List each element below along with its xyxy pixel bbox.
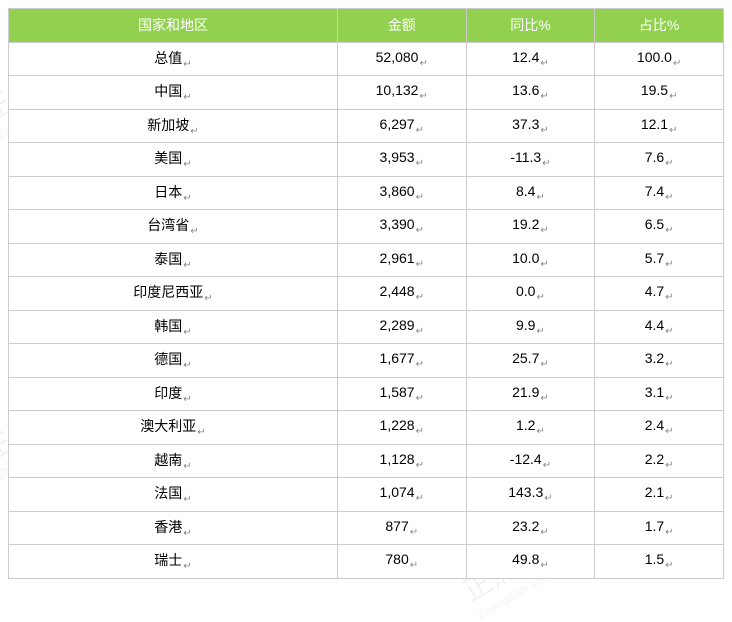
- cell-country: 德国↵: [9, 344, 338, 378]
- cell-share: 12.1↵: [595, 109, 724, 143]
- cell-amount: 3,860↵: [337, 176, 466, 210]
- table-row: 瑞士↵780↵49.8↵1.5↵: [9, 545, 724, 579]
- col-yoy-header: 同比%: [466, 9, 595, 43]
- cell-yoy: 1.2↵: [466, 411, 595, 445]
- cell-yoy: 0.0↵: [466, 277, 595, 311]
- cell-share: 2.1↵: [595, 478, 724, 512]
- cell-yoy: 12.4↵: [466, 42, 595, 76]
- col-share-header: 占比%: [595, 9, 724, 43]
- cell-share: 2.4↵: [595, 411, 724, 445]
- cell-share: 1.7↵: [595, 511, 724, 545]
- cell-country: 印度尼西亚↵: [9, 277, 338, 311]
- cell-amount: 2,961↵: [337, 243, 466, 277]
- cell-share: 4.4↵: [595, 310, 724, 344]
- cell-amount: 877↵: [337, 511, 466, 545]
- cell-country: 中国↵: [9, 76, 338, 110]
- table-row: 德国↵1,677↵25.7↵3.2↵: [9, 344, 724, 378]
- cell-yoy: 23.2↵: [466, 511, 595, 545]
- cell-amount: 10,132↵: [337, 76, 466, 110]
- cell-yoy: 13.6↵: [466, 76, 595, 110]
- cell-amount: 6,297↵: [337, 109, 466, 143]
- cell-country: 总值↵: [9, 42, 338, 76]
- cell-country: 台湾省↵: [9, 210, 338, 244]
- cell-yoy: 37.3↵: [466, 109, 595, 143]
- table-row: 越南↵1,128↵-12.4↵2.2↵: [9, 444, 724, 478]
- cell-yoy: 143.3↵: [466, 478, 595, 512]
- cell-country: 新加坡↵: [9, 109, 338, 143]
- cell-yoy: 49.8↵: [466, 545, 595, 579]
- cell-amount: 1,228↵: [337, 411, 466, 445]
- cell-country: 瑞士↵: [9, 545, 338, 579]
- table-body: 总值↵52,080↵12.4↵100.0↵中国↵10,132↵13.6↵19.5…: [9, 42, 724, 578]
- cell-yoy: -11.3↵: [466, 143, 595, 177]
- table-row: 中国↵10,132↵13.6↵19.5↵: [9, 76, 724, 110]
- table-row: 印度↵1,587↵21.9↵3.1↵: [9, 377, 724, 411]
- table-row: 新加坡↵6,297↵37.3↵12.1↵: [9, 109, 724, 143]
- cell-amount: 2,448↵: [337, 277, 466, 311]
- cell-share: 19.5↵: [595, 76, 724, 110]
- cell-country: 美国↵: [9, 143, 338, 177]
- table-row: 法国↵1,074↵143.3↵2.1↵: [9, 478, 724, 512]
- col-country-header: 国家和地区: [9, 9, 338, 43]
- cell-share: 2.2↵: [595, 444, 724, 478]
- cell-yoy: 19.2↵: [466, 210, 595, 244]
- cell-yoy: 25.7↵: [466, 344, 595, 378]
- cell-share: 3.1↵: [595, 377, 724, 411]
- cell-country: 香港↵: [9, 511, 338, 545]
- table-row: 印度尼西亚↵2,448↵0.0↵4.7↵: [9, 277, 724, 311]
- table-row: 泰国↵2,961↵10.0↵5.7↵: [9, 243, 724, 277]
- table-row: 日本↵3,860↵8.4↵7.4↵: [9, 176, 724, 210]
- table-row: 总值↵52,080↵12.4↵100.0↵: [9, 42, 724, 76]
- cell-share: 3.2↵: [595, 344, 724, 378]
- trade-data-table-container: 国家和地区 金额 同比% 占比% 总值↵52,080↵12.4↵100.0↵中国…: [0, 0, 732, 587]
- cell-country: 法国↵: [9, 478, 338, 512]
- trade-data-table: 国家和地区 金额 同比% 占比% 总值↵52,080↵12.4↵100.0↵中国…: [8, 8, 724, 579]
- cell-country: 韩国↵: [9, 310, 338, 344]
- cell-share: 6.5↵: [595, 210, 724, 244]
- cell-country: 泰国↵: [9, 243, 338, 277]
- cell-amount: 2,289↵: [337, 310, 466, 344]
- cell-amount: 1,587↵: [337, 377, 466, 411]
- cell-yoy: 8.4↵: [466, 176, 595, 210]
- table-row: 香港↵877↵23.2↵1.7↵: [9, 511, 724, 545]
- col-amount-header: 金额: [337, 9, 466, 43]
- cell-share: 7.6↵: [595, 143, 724, 177]
- cell-yoy: 9.9↵: [466, 310, 595, 344]
- cell-amount: 52,080↵: [337, 42, 466, 76]
- cell-amount: 780↵: [337, 545, 466, 579]
- cell-amount: 3,953↵: [337, 143, 466, 177]
- table-row: 韩国↵2,289↵9.9↵4.4↵: [9, 310, 724, 344]
- table-row: 澳大利亚↵1,228↵1.2↵2.4↵: [9, 411, 724, 445]
- cell-share: 100.0↵: [595, 42, 724, 76]
- cell-country: 越南↵: [9, 444, 338, 478]
- table-header: 国家和地区 金额 同比% 占比%: [9, 9, 724, 43]
- cell-share: 4.7↵: [595, 277, 724, 311]
- cell-share: 1.5↵: [595, 545, 724, 579]
- table-row: 美国↵3,953↵-11.3↵7.6↵: [9, 143, 724, 177]
- cell-amount: 1,128↵: [337, 444, 466, 478]
- table-row: 台湾省↵3,390↵19.2↵6.5↵: [9, 210, 724, 244]
- cell-yoy: -12.4↵: [466, 444, 595, 478]
- cell-country: 澳大利亚↵: [9, 411, 338, 445]
- cell-share: 7.4↵: [595, 176, 724, 210]
- cell-country: 日本↵: [9, 176, 338, 210]
- cell-amount: 1,677↵: [337, 344, 466, 378]
- cell-country: 印度↵: [9, 377, 338, 411]
- cell-yoy: 21.9↵: [466, 377, 595, 411]
- cell-yoy: 10.0↵: [466, 243, 595, 277]
- cell-amount: 1,074↵: [337, 478, 466, 512]
- cell-share: 5.7↵: [595, 243, 724, 277]
- cell-amount: 3,390↵: [337, 210, 466, 244]
